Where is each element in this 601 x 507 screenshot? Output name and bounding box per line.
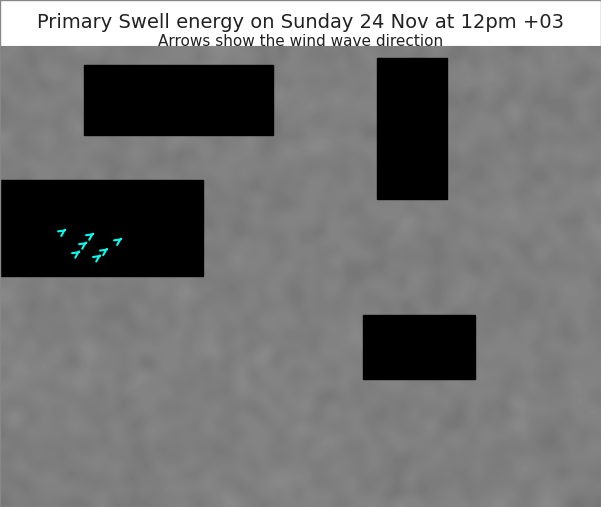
Polygon shape	[84, 65, 272, 135]
Polygon shape	[364, 315, 475, 379]
Polygon shape	[377, 58, 447, 199]
Text: Primary Swell energy on Sunday 24 Nov at 12pm +03: Primary Swell energy on Sunday 24 Nov at…	[37, 13, 564, 32]
Polygon shape	[0, 180, 203, 276]
Text: Arrows show the wind wave direction: Arrows show the wind wave direction	[158, 34, 443, 49]
